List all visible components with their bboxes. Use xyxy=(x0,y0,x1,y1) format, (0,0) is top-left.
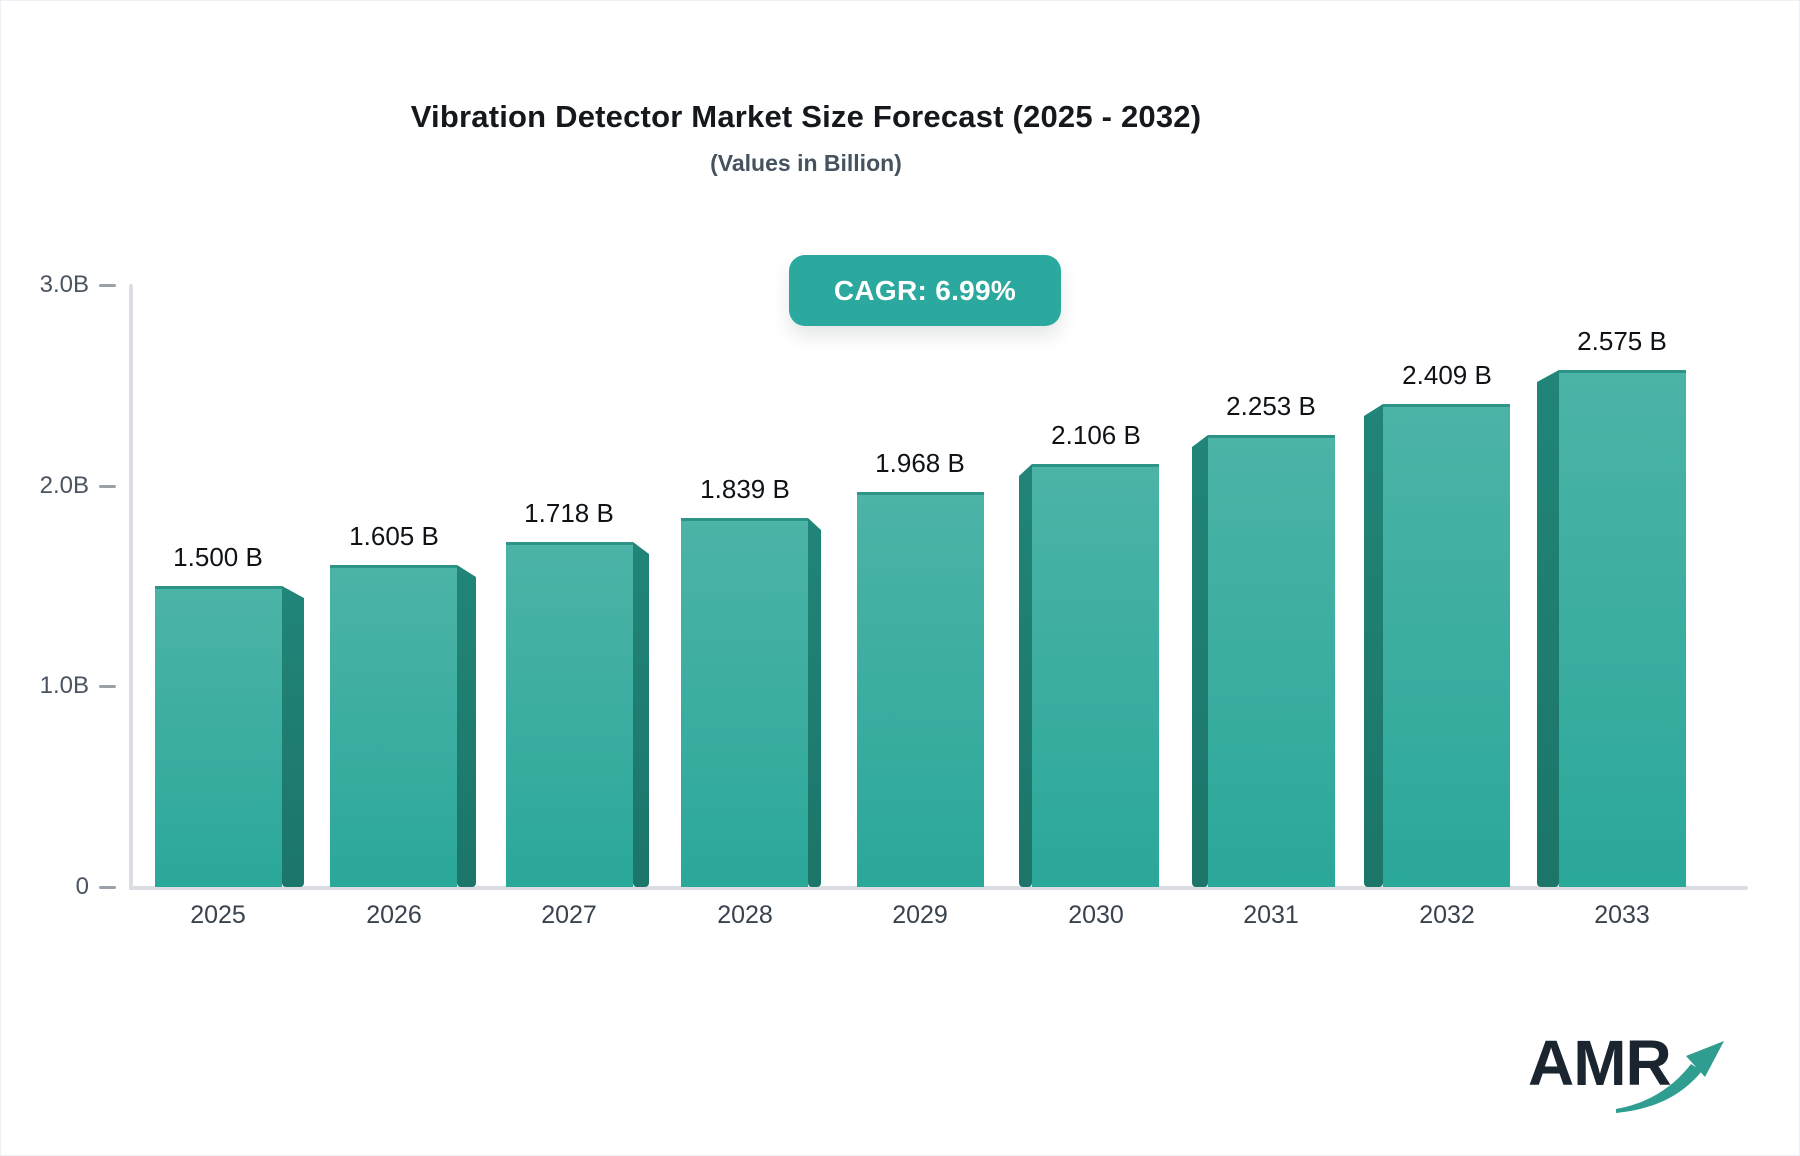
bar-2033 xyxy=(1559,370,1686,887)
bar-2031 xyxy=(1208,435,1335,887)
bar-value-label: 2.106 B xyxy=(1051,420,1141,450)
bar-2025 xyxy=(155,586,282,887)
x-axis-label: 2030 xyxy=(1068,901,1124,929)
logo-text: AMR xyxy=(1528,1027,1672,1099)
bar-side-face xyxy=(1537,370,1559,887)
bar-side-face xyxy=(1192,435,1208,887)
bar-value-label: 2.253 B xyxy=(1226,391,1316,421)
y-axis-tick-label: 1.0B xyxy=(39,672,89,700)
y-axis-tick-label: 0 xyxy=(75,873,89,900)
bar-side-face xyxy=(808,518,821,887)
bar-value-label: 1.968 B xyxy=(875,448,965,478)
x-axis-label: 2032 xyxy=(1419,901,1475,929)
x-axis-label: 2027 xyxy=(541,901,597,929)
chart-title: Vibration Detector Market Size Forecast … xyxy=(410,99,1202,134)
bar-side-face xyxy=(457,565,476,887)
amr-logo: AMR xyxy=(1528,1031,1758,1121)
bar-side-face xyxy=(1019,464,1032,887)
y-axis-tick-mark xyxy=(99,283,116,287)
bar-2027 xyxy=(506,542,633,887)
x-axis-label: 2031 xyxy=(1243,901,1299,929)
growth-arrow-icon xyxy=(1616,1041,1724,1113)
x-axis-label: 2033 xyxy=(1594,901,1650,929)
chart-subtitle: (Values in Billion) xyxy=(710,150,902,176)
bar-value-label: 1.718 B xyxy=(524,498,614,528)
y-axis-tick-mark xyxy=(99,886,116,889)
y-axis-tick-mark xyxy=(99,685,116,689)
bar-2026 xyxy=(330,565,457,887)
bar-2029 xyxy=(857,492,984,887)
bar-value-label: 1.839 B xyxy=(700,474,790,504)
bar-2028 xyxy=(681,518,808,887)
cagr-badge: CAGR: 6.99% xyxy=(789,255,1061,326)
bar-value-label: 1.605 B xyxy=(349,521,439,551)
x-axis-label: 2025 xyxy=(190,901,246,929)
y-axis-tick-label: 3.0B xyxy=(39,270,89,298)
bar-2030 xyxy=(1032,464,1159,887)
bar-value-label: 2.575 B xyxy=(1577,326,1667,356)
bar-2032 xyxy=(1383,404,1510,887)
y-axis-tick-label: 2.0B xyxy=(39,471,89,499)
bar-value-label: 1.500 B xyxy=(173,542,263,572)
x-axis-label: 2026 xyxy=(366,901,422,929)
x-axis-baseline xyxy=(129,886,1748,890)
bar-value-label: 2.409 B xyxy=(1402,360,1492,390)
bar-side-face xyxy=(282,586,304,887)
x-axis-label: 2029 xyxy=(892,901,948,929)
y-axis-line xyxy=(129,284,133,890)
y-axis-tick-mark xyxy=(99,484,116,488)
bar-side-face xyxy=(1364,404,1383,887)
bar-side-face xyxy=(633,542,649,887)
x-axis-label: 2028 xyxy=(717,901,773,929)
